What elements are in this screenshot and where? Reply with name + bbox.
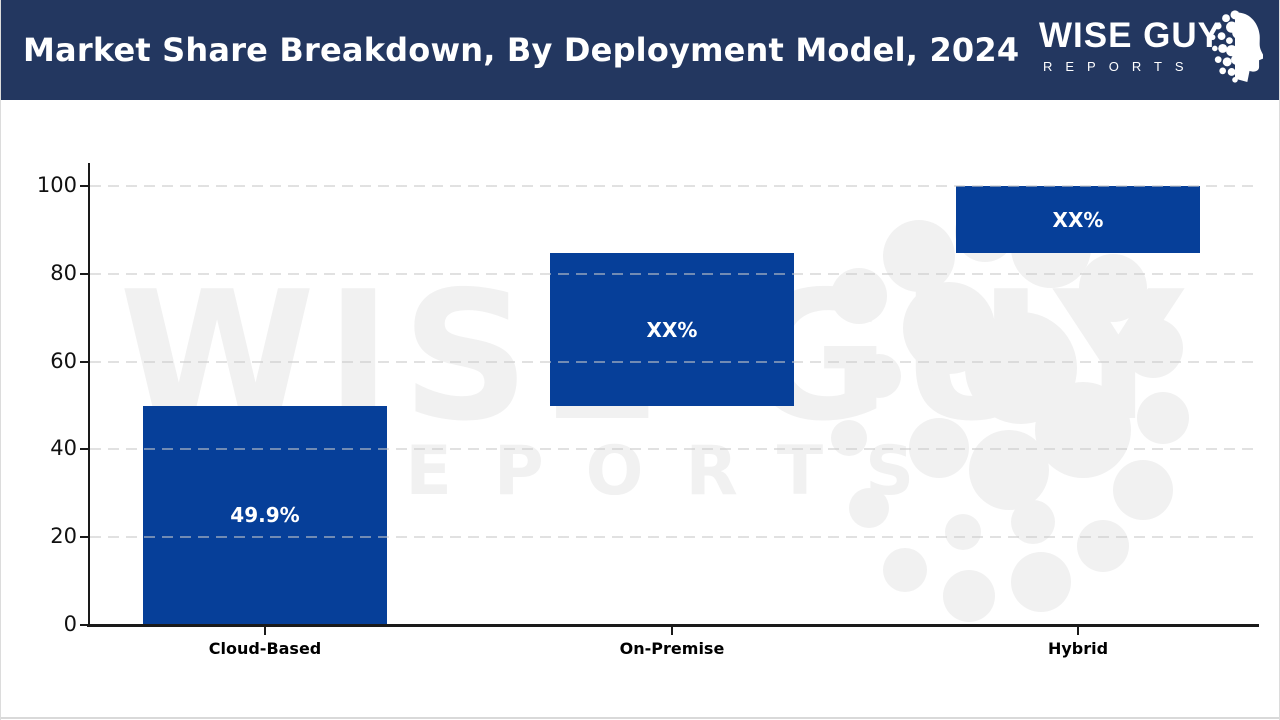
watermark-dot <box>909 418 969 478</box>
page-title: Market Share Breakdown, By Deployment Mo… <box>23 31 1020 69</box>
header-bar: Market Share Breakdown, By Deployment Mo… <box>1 0 1279 100</box>
watermark-dot <box>1137 392 1189 444</box>
watermark-dot <box>849 488 889 528</box>
gridline-y-40 <box>90 448 1257 451</box>
y-tick-mark-40 <box>80 448 89 451</box>
bar-cloud-based: 49.9% <box>143 405 387 625</box>
gridline-y-60 <box>90 360 1257 363</box>
x-axis-label-cloud-based: Cloud-Based <box>208 639 322 658</box>
y-tick-label-80: 80 <box>50 260 77 285</box>
watermark-dot <box>1077 520 1129 572</box>
watermark-dot <box>883 220 955 292</box>
bar-hybrid: XX% <box>956 186 1200 254</box>
watermark-dot <box>1123 318 1183 378</box>
y-tick-label-60: 60 <box>50 348 77 373</box>
watermark-dot <box>831 420 867 456</box>
watermark-dot <box>1113 460 1173 520</box>
watermark-dot <box>1035 382 1131 478</box>
x-tick-mark-hybrid <box>1077 627 1079 635</box>
gridline-y-80 <box>90 272 1257 275</box>
y-tick-label-100: 100 <box>36 173 77 197</box>
y-tick-mark-60 <box>80 360 89 363</box>
logo-wordmark: WISE GUY <box>1039 16 1223 55</box>
y-tick-mark-20 <box>80 536 89 539</box>
bar-value-label-hybrid: XX% <box>1052 207 1104 232</box>
x-axis-line <box>87 624 1259 627</box>
watermark-dot <box>831 268 887 324</box>
watermark-dot <box>1079 254 1147 322</box>
x-tick-mark-on-premise <box>671 627 673 635</box>
wiseguy-logo: WISE GUY REPORTS <box>1039 16 1223 74</box>
gridline-y-100 <box>90 185 1257 187</box>
watermark-dot <box>1011 552 1071 612</box>
bar-on-premise: XX% <box>550 253 794 406</box>
watermark-dot <box>943 570 995 622</box>
x-tick-mark-cloud-based <box>264 627 266 635</box>
y-axis-line <box>88 163 90 626</box>
wiseguy-head-icon <box>1209 10 1263 83</box>
y-tick-label-40: 40 <box>50 436 77 461</box>
watermark-dot <box>945 514 981 550</box>
bar-value-label-cloud-based: 49.9% <box>230 503 300 528</box>
y-tick-mark-80 <box>80 272 89 275</box>
y-tick-label-0: 0 <box>63 612 77 636</box>
logo-subtitle: REPORTS <box>1043 58 1197 74</box>
gridline-y-20 <box>90 536 1257 539</box>
y-tick-mark-100 <box>80 185 89 187</box>
watermark-dot <box>969 430 1049 510</box>
bottom-divider <box>1 717 1279 719</box>
x-axis-label-hybrid: Hybrid <box>1047 639 1109 658</box>
x-axis-label-on-premise: On-Premise <box>619 639 725 658</box>
bar-value-label-on-premise: XX% <box>646 317 698 342</box>
y-tick-mark-0 <box>80 624 89 626</box>
y-tick-label-20: 20 <box>50 524 77 549</box>
watermark-dot <box>883 548 927 592</box>
